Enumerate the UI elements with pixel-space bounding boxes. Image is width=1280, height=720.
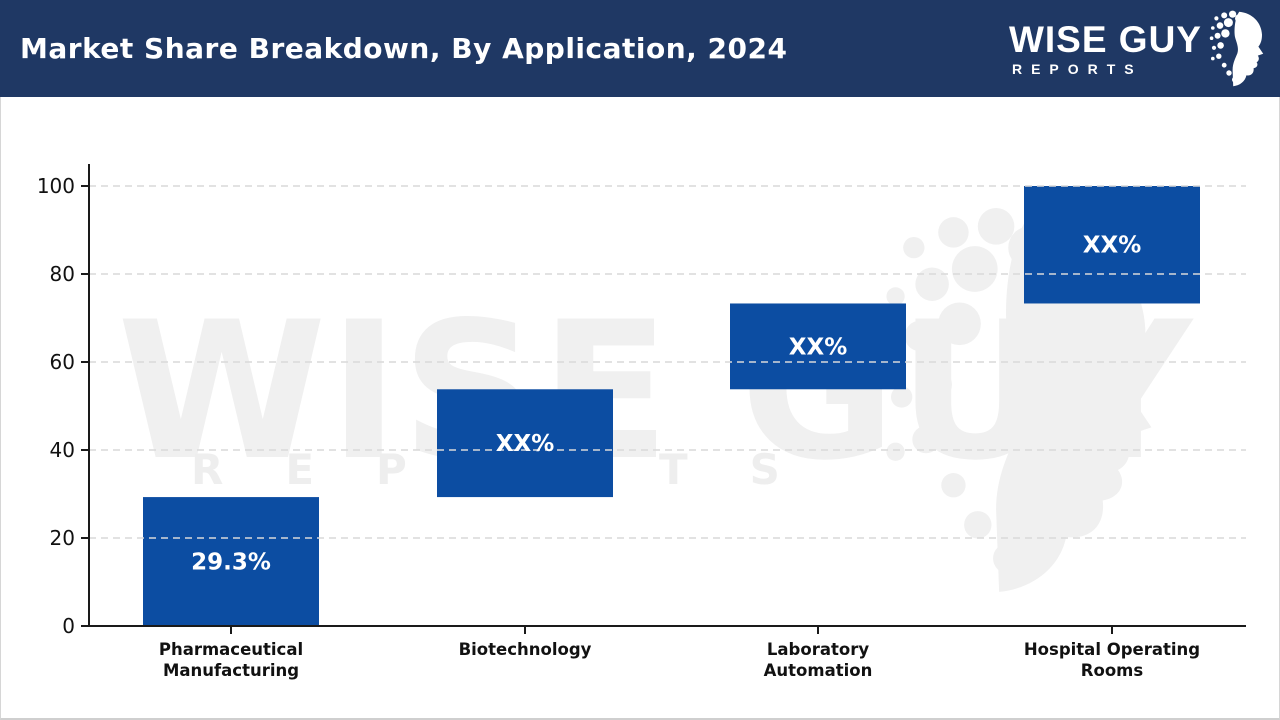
category-label: Pharmaceutical Manufacturing	[159, 640, 303, 680]
logo-wiseguy-label: WISE GUY	[1008, 19, 1202, 60]
category-label: Biotechnology	[459, 640, 592, 659]
bar-value-label: XX%	[496, 431, 555, 457]
category-label: Hospital Operating Rooms	[1024, 640, 1200, 680]
category-label: Laboratory Automation	[764, 640, 873, 680]
header-bar: Market Share Breakdown, By Application, …	[0, 0, 1280, 97]
y-tick-label: 60	[50, 350, 75, 374]
bar-value-label: XX%	[789, 334, 848, 360]
logo-reports-label: REPORTS	[1011, 61, 1143, 77]
y-tick-label: 0	[62, 614, 75, 638]
y-tick-label: 100	[37, 174, 75, 198]
bar-value-label: 29.3%	[191, 550, 271, 576]
wiseguy-face-icon	[1208, 10, 1268, 88]
waterfall-chart: 0 20 40 60 80 100 29.3% XX% XX% XX% Pharmaceutical…	[37, 164, 1246, 680]
bar-segment-2	[730, 303, 906, 390]
bar-segment-1	[437, 389, 613, 498]
wiseguy-logo-text: WISE GUY REPORTS	[1009, 21, 1202, 76]
y-tick-label: 80	[50, 262, 75, 286]
chart-area: WISE GUY REPORTS 02040608010029.3%XX%XX%…	[1, 97, 1280, 718]
wiseguy-logo: WISE GUY REPORTS	[1009, 10, 1268, 88]
bar-value-label: XX%	[1083, 233, 1142, 259]
y-tick-label: 20	[50, 526, 75, 550]
y-tick-label: 40	[50, 438, 75, 462]
bar-segment-0	[143, 497, 319, 626]
page-title: Market Share Breakdown, By Application, …	[20, 32, 788, 65]
